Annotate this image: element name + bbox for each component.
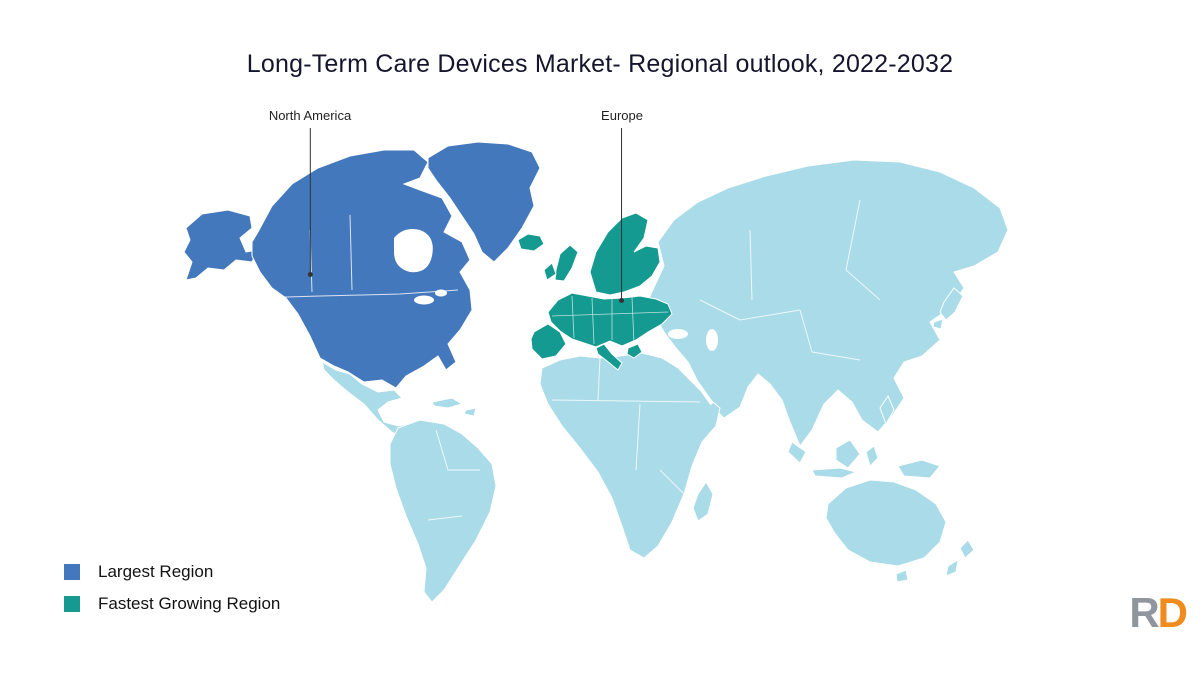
label-europe: Europe — [601, 108, 643, 303]
region-madagascar — [692, 481, 714, 522]
legend-item-fastest: Fastest Growing Region — [64, 594, 280, 614]
regions-largest — [183, 141, 541, 389]
legend-swatch-largest — [64, 564, 80, 580]
region-japan-south — [932, 318, 944, 330]
region-greece — [626, 343, 643, 359]
water-overlays — [394, 229, 718, 351]
region-australia — [825, 479, 947, 567]
region-tasmania — [895, 569, 909, 583]
region-cuba — [431, 397, 464, 409]
region-iceland — [517, 233, 545, 252]
region-alaska — [183, 209, 259, 281]
legend-label-fastest: Fastest Growing Region — [98, 594, 281, 613]
region-japan — [939, 287, 964, 321]
country-borders — [253, 199, 881, 521]
legend-item-largest: Largest Region — [64, 562, 280, 582]
region-new-zealand-south — [945, 559, 959, 577]
europe-borders — [551, 295, 669, 345]
region-borneo — [835, 439, 861, 469]
region-asia — [647, 159, 1009, 447]
label-north-america-text: North America — [268, 108, 352, 123]
logo-letter-r: R — [1129, 589, 1160, 636]
region-south-america — [389, 419, 497, 603]
regions-fastest — [517, 212, 673, 371]
region-hispaniola — [463, 407, 477, 417]
caspian-sea — [706, 329, 718, 351]
great-lakes — [414, 295, 434, 305]
leader-line-europe — [619, 128, 625, 303]
region-italy — [595, 343, 623, 371]
region-sulawesi — [865, 445, 879, 467]
black-sea — [668, 329, 688, 339]
label-north-america: North America — [268, 108, 352, 277]
region-java — [811, 467, 858, 479]
region-greenland — [427, 141, 541, 263]
region-ireland — [543, 262, 557, 281]
region-africa — [539, 352, 721, 559]
region-philippines — [879, 394, 895, 426]
logo-letter-d: D — [1157, 589, 1188, 636]
regions-other — [321, 159, 1009, 603]
region-scandinavia — [589, 212, 661, 296]
brand-logo: R D — [1129, 592, 1188, 634]
legend-label-largest: Largest Region — [98, 562, 214, 581]
label-europe-text: Europe — [601, 108, 643, 123]
region-sumatra — [787, 441, 807, 464]
red-sea — [686, 368, 714, 406]
hudson-bay — [394, 229, 433, 273]
region-mainland-europe — [547, 292, 673, 348]
legend-swatch-fastest — [64, 596, 80, 612]
region-iberia — [530, 323, 567, 360]
chart-title: Long-Term Care Devices Market- Regional … — [246, 50, 954, 78]
region-new-guinea — [897, 459, 941, 479]
red-sea-line — [686, 368, 714, 406]
legend: Largest Region Fastest Growing Region — [64, 562, 280, 626]
leader-line-north-america — [307, 128, 313, 277]
region-canada-us — [251, 149, 473, 389]
region-uk — [554, 244, 579, 282]
region-new-zealand-north — [959, 539, 975, 559]
